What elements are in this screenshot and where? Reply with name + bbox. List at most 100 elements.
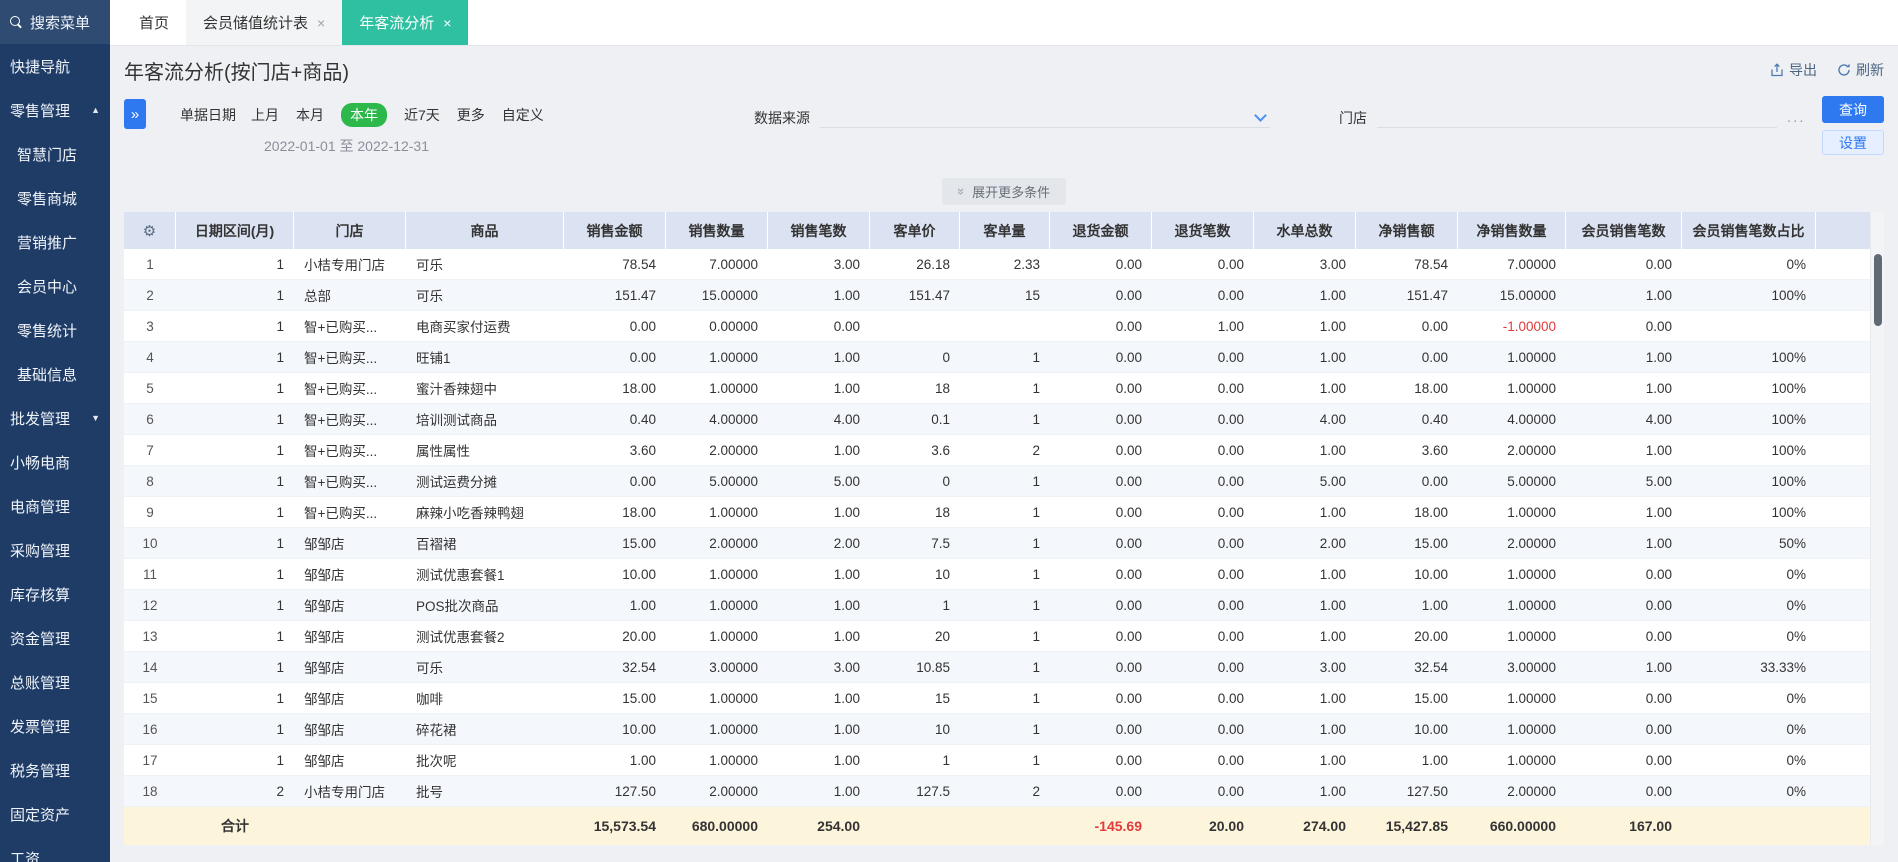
column-header[interactable]: 门店 xyxy=(294,212,406,249)
column-header[interactable]: 销售金额 xyxy=(564,212,666,249)
column-header[interactable]: 退货笔数 xyxy=(1152,212,1254,249)
table-cell: 批号 xyxy=(416,785,443,800)
header-actions: 导出 刷新 xyxy=(1770,60,1884,80)
table-cell: 3.00000 xyxy=(1507,659,1556,675)
table-row[interactable]: 9 1 智+已购买... 麻辣小吃香辣鸭翅 18.00 1.00000 1.00 18 1 0.0… xyxy=(124,497,1870,528)
column-header[interactable]: 销售数量 xyxy=(666,212,768,249)
column-header[interactable]: 日期区间(月) xyxy=(176,212,294,249)
sidebar-item[interactable]: 搜索菜单 xyxy=(0,0,110,44)
date-quick-button[interactable]: 本年 xyxy=(341,103,387,127)
close-icon[interactable]: × xyxy=(443,14,452,31)
table-cell: 0.00 xyxy=(1115,473,1142,489)
table-row[interactable]: 10 1 邹邹店 百褶裙 15.00 2.00000 2.00 7.5 1 0.00 0.00 2.0… xyxy=(124,528,1870,559)
table-cell: 可乐 xyxy=(416,661,443,676)
sidebar-item-label: 基础信息 xyxy=(17,366,78,384)
table-cell: 9 xyxy=(146,504,154,520)
column-header[interactable]: 会员销售笔数 xyxy=(1566,212,1682,249)
vertical-scrollbar[interactable] xyxy=(1870,212,1884,845)
column-header[interactable]: 客单量 xyxy=(960,212,1050,249)
tab[interactable]: 会员储值统计表 × xyxy=(186,0,343,45)
collapse-panel-button[interactable]: » xyxy=(124,99,146,129)
settings-button[interactable]: 设置 xyxy=(1822,130,1884,155)
sidebar-item[interactable]: 工资 xyxy=(0,836,110,862)
table-row[interactable]: 12 1 邹邹店 POS批次商品 1.00 1.00000 1.00 1 1 0.00 0.00 1.… xyxy=(124,590,1870,621)
table-row[interactable]: 1 1 小桔专用门店 可乐 78.54 7.00000 3.00 26.18 2.33 0.00 0… xyxy=(124,249,1870,280)
sidebar-item[interactable]: 快捷导航 xyxy=(0,44,110,88)
table-cell: 0 xyxy=(942,473,950,489)
column-header[interactable]: 水单总数 xyxy=(1254,212,1356,249)
column-header[interactable]: 销售笔数 xyxy=(768,212,870,249)
table-row[interactable]: 15 1 邹邹店 咖啡 15.00 1.00000 1.00 15 1 0.00 0.00 1.00 1… xyxy=(124,683,1870,714)
table-cell: 17 xyxy=(142,752,158,768)
table-row[interactable]: 18 2 小桔专用门店 批号 127.50 2.00000 1.00 127.5 2 0.00 0.… xyxy=(124,776,1870,807)
store-input[interactable] xyxy=(1377,104,1777,128)
table-cell: 2.00000 xyxy=(1507,442,1556,458)
table-row[interactable]: 4 1 智+已购买... 旺铺1 0.00 1.00000 1.00 0 1 0.00 0.00 1.… xyxy=(124,342,1870,373)
row-settings-header[interactable]: ⚙ xyxy=(124,212,176,249)
table-row[interactable]: 3 1 智+已购买... 电商买家付运费 0.00 0.00000 0.00 0.00 1.00… xyxy=(124,311,1870,342)
scrollbar-thumb[interactable] xyxy=(1874,254,1882,326)
column-header[interactable]: 商品 xyxy=(406,212,564,249)
expand-more-button[interactable]: » 展开更多条件 xyxy=(941,178,1067,205)
sidebar-item[interactable]: 智慧门店 xyxy=(0,132,110,176)
table-cell: 0.00 xyxy=(629,349,656,365)
table-row[interactable]: 11 1 邹邹店 测试优惠套餐1 10.00 1.00000 1.00 10 1 0.00 0.00… xyxy=(124,559,1870,590)
column-header[interactable]: 会员销售笔数占比 xyxy=(1682,212,1816,249)
sidebar-item[interactable]: 库存核算 xyxy=(0,572,110,616)
sidebar-item[interactable]: 零售管理 ▲ xyxy=(0,88,110,132)
table-cell: 0.00 xyxy=(1217,783,1244,799)
sidebar-item[interactable]: 零售统计 xyxy=(0,308,110,352)
sidebar-item[interactable]: 发票管理 xyxy=(0,704,110,748)
search-icon xyxy=(10,15,23,29)
sidebar-item[interactable]: 总账管理 xyxy=(0,660,110,704)
export-button[interactable]: 导出 xyxy=(1770,60,1817,80)
table-row[interactable]: 17 1 邹邹店 批次呢 1.00 1.00000 1.00 1 1 0.00 0.00 1.00 1.… xyxy=(124,745,1870,776)
column-header[interactable]: 退货金额 xyxy=(1050,212,1152,249)
sidebar-item[interactable]: 采购管理 xyxy=(0,528,110,572)
sidebar-item[interactable]: 会员中心 xyxy=(0,264,110,308)
table-row[interactable]: 2 1 总部 可乐 151.47 15.00000 1.00 151.47 15 0.00 0.00… xyxy=(124,280,1870,311)
sidebar-item-label: 批发管理 xyxy=(10,410,71,428)
sidebar-item[interactable]: 零售商城 xyxy=(0,176,110,220)
date-quick-button[interactable]: 近7天 xyxy=(404,107,440,123)
sidebar-item[interactable]: 资金管理 xyxy=(0,616,110,660)
date-quick-button[interactable]: 上月 xyxy=(251,107,279,123)
table-cell: 1 xyxy=(276,504,284,520)
column-header[interactable]: 客单价 xyxy=(870,212,960,249)
table-row[interactable]: 13 1 邹邹店 测试优惠套餐2 20.00 1.00000 1.00 20 1 0.00 0.00… xyxy=(124,621,1870,652)
query-button[interactable]: 查询 xyxy=(1822,96,1884,123)
table-row[interactable]: 6 1 智+已购买... 培训测试商品 0.40 4.00000 4.00 0.1 1 0.00 0… xyxy=(124,404,1870,435)
sidebar-item[interactable]: 批发管理 ▼ xyxy=(0,396,110,440)
sidebar-item[interactable]: 小畅电商 xyxy=(0,440,110,484)
tab[interactable]: 年客流分析 × xyxy=(342,0,469,45)
close-icon[interactable]: × xyxy=(317,14,326,31)
refresh-button[interactable]: 刷新 xyxy=(1837,60,1884,80)
table-row[interactable]: 7 1 智+已购买... 属性属性 3.60 2.00000 1.00 3.6 2 0.00 0.0… xyxy=(124,435,1870,466)
tab[interactable]: 首页 xyxy=(122,0,186,45)
sidebar-item[interactable]: 税务管理 xyxy=(0,748,110,792)
date-quick-button[interactable]: 自定义 xyxy=(501,107,544,123)
sidebar-item[interactable]: 基础信息 xyxy=(0,352,110,396)
table-row[interactable]: 16 1 邹邹店 碎花裙 10.00 1.00000 1.00 10 1 0.00 0.00 1.00… xyxy=(124,714,1870,745)
column-header[interactable]: 净销售数量 xyxy=(1458,212,1566,249)
gear-icon[interactable]: ⚙ xyxy=(142,222,157,240)
sidebar-item[interactable]: 电商管理 xyxy=(0,484,110,528)
store-more-button[interactable]: ... xyxy=(1787,109,1806,126)
date-quick-button[interactable]: 更多 xyxy=(456,107,485,123)
sidebar-item[interactable]: 固定资产 xyxy=(0,792,110,836)
table-cell: 1 xyxy=(1032,380,1040,396)
table-cell: 0.00 xyxy=(833,318,860,334)
date-quick-button[interactable]: 本月 xyxy=(296,107,324,123)
data-source-select[interactable] xyxy=(820,104,1270,128)
table-cell: 1.00000 xyxy=(1507,566,1556,582)
table-row[interactable]: 14 1 邹邹店 可乐 32.54 3.00000 3.00 10.85 1 0.00 0.00 3.… xyxy=(124,652,1870,683)
table-cell: 1.00 xyxy=(833,752,860,768)
table-cell: 3.00 xyxy=(1319,256,1346,272)
tab-label: 年客流分析 xyxy=(359,15,435,32)
table-row[interactable]: 5 1 智+已购买... 蜜汁香辣翅中 18.00 1.00000 1.00 18 1 0.00 0… xyxy=(124,373,1870,404)
column-header[interactable]: 净销售额 xyxy=(1356,212,1458,249)
sidebar-item[interactable]: 营销推广 xyxy=(0,220,110,264)
table-row[interactable]: 8 1 智+已购买... 测试运费分摊 0.00 5.00000 5.00 0 1 0.00 0.0… xyxy=(124,466,1870,497)
table-cell: 10.00 xyxy=(1414,566,1448,582)
table-cell: 邹邹店 xyxy=(304,599,345,614)
